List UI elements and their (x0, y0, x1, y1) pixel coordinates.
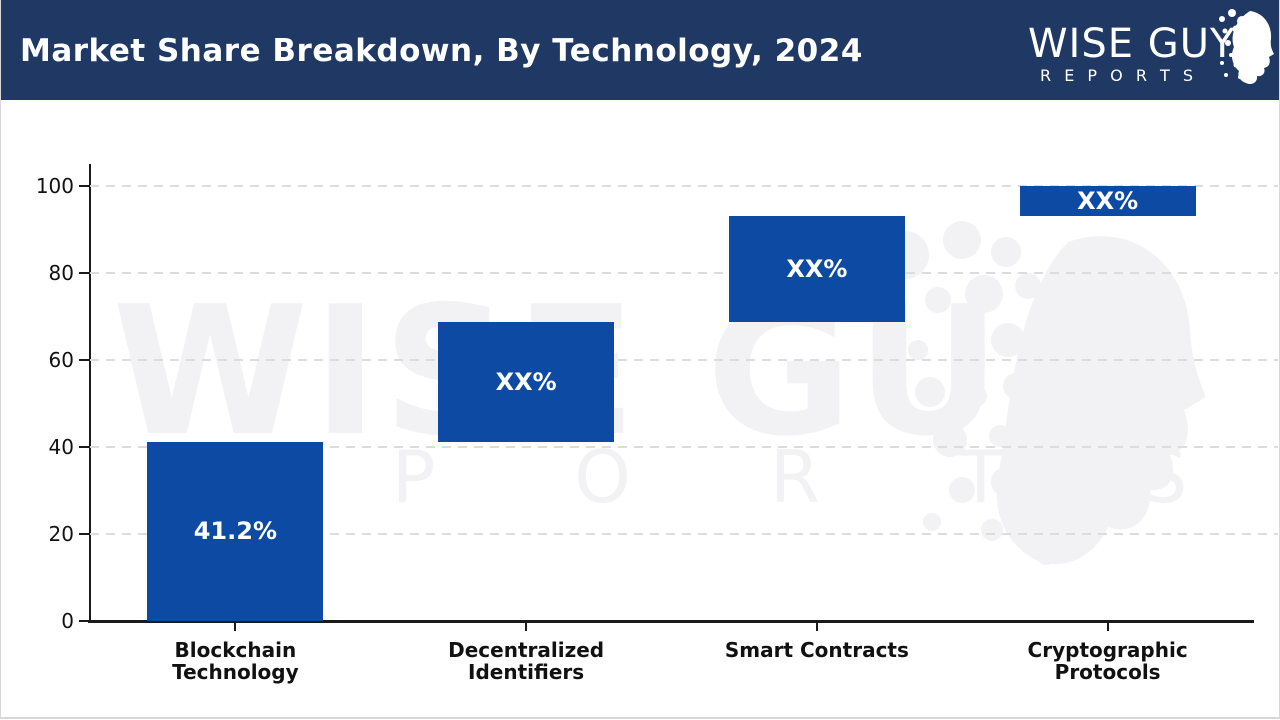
bar-segment: XX% (728, 216, 905, 322)
category-label: Smart Contracts (724, 638, 909, 662)
x-axis-tick (815, 622, 818, 631)
gridline-80 (90, 272, 1278, 274)
bar-segment: 41.2% (147, 441, 324, 621)
watermark-face-silhouette (996, 236, 1206, 565)
bar-segment: XX% (438, 321, 615, 442)
bar-segment: XX% (1019, 186, 1196, 217)
x-axis-tick (525, 622, 528, 631)
header-bar: Market Share Breakdown, By Technology, 2… (0, 0, 1280, 100)
gridline-20 (90, 533, 1278, 535)
bar-value-label: XX% (495, 367, 557, 396)
bar-value-label: XX% (786, 255, 848, 284)
category-label: Blockchain Technology (172, 638, 299, 685)
y-axis-tick (79, 272, 90, 274)
gridline-40 (90, 446, 1278, 448)
y-axis-tick (79, 359, 90, 361)
y-axis-tick (79, 446, 90, 448)
category-label: Cryptographic Protocols (1027, 638, 1188, 685)
logo-face-icon (1231, 11, 1274, 85)
y-axis-label: 20 (48, 522, 74, 546)
bar-value-label: XX% (1077, 187, 1139, 216)
wiseguy-logo: WISE GUY R E P O R T S (1028, 9, 1274, 85)
x-axis-spine (88, 620, 1254, 623)
bar-value-label: 41.2% (193, 517, 277, 546)
y-axis-tick (79, 185, 90, 187)
y-axis-tick (79, 533, 90, 535)
gridline-60 (90, 359, 1278, 361)
x-axis-tick (1106, 622, 1109, 631)
y-axis-tick (79, 620, 90, 622)
chart-title: Market Share Breakdown, By Technology, 2… (20, 33, 863, 69)
x-axis-tick (234, 622, 237, 631)
gridline-100 (90, 185, 1278, 187)
y-axis-label: 0 (61, 609, 74, 633)
y-axis-label: 80 (48, 261, 74, 285)
logo-text-reports: R E P O R T S (1040, 66, 1197, 85)
logo-text-wiseguy: WISE GUY (1028, 21, 1235, 67)
category-label: Decentralized Identifiers (448, 638, 605, 685)
y-axis-label: 100 (35, 174, 74, 198)
y-axis-spine (89, 164, 91, 623)
y-axis-label: 60 (48, 348, 74, 372)
y-axis-label: 40 (48, 435, 74, 459)
